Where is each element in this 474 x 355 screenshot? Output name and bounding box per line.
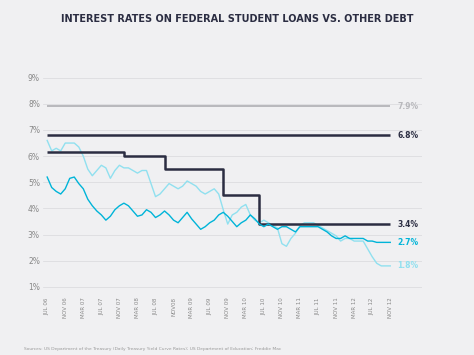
Text: 1.8%: 1.8% bbox=[397, 261, 418, 271]
Text: 3.4%: 3.4% bbox=[397, 220, 418, 229]
Text: 2.7%: 2.7% bbox=[397, 238, 418, 247]
Text: INTEREST RATES ON FEDERAL STUDENT LOANS VS. OTHER DEBT: INTEREST RATES ON FEDERAL STUDENT LOANS … bbox=[61, 14, 413, 24]
Text: 7.9%: 7.9% bbox=[397, 102, 418, 111]
Text: 6.8%: 6.8% bbox=[397, 131, 418, 140]
Text: Sources: US Department of the Treasury (Daily Treasury Yield Curve Rates); US De: Sources: US Department of the Treasury (… bbox=[24, 348, 281, 351]
